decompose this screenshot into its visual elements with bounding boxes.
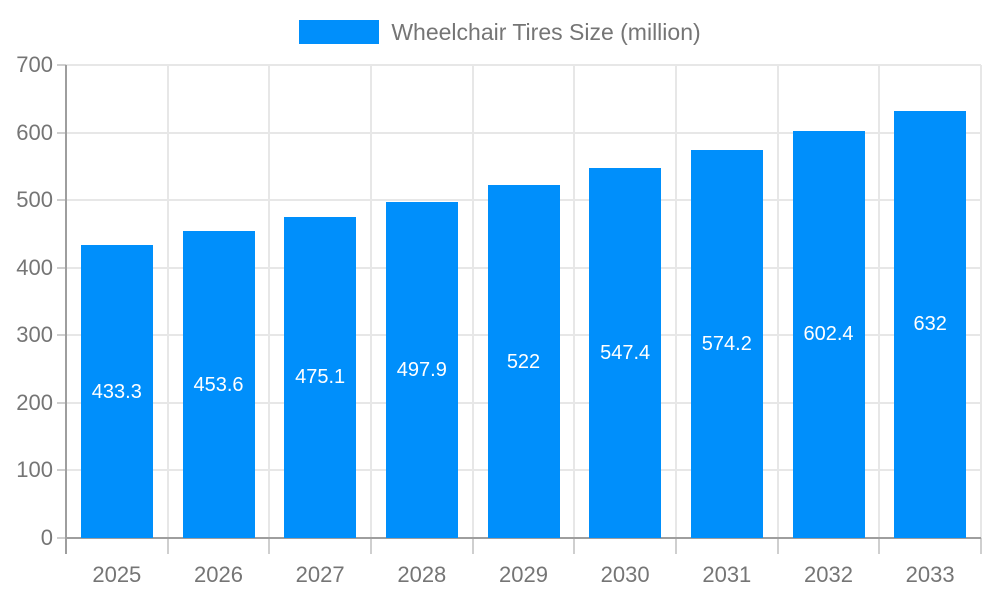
y-axis-tick [57, 334, 66, 337]
x-gridline [878, 65, 881, 538]
bar[interactable] [385, 201, 458, 538]
y-axis-tick [57, 401, 66, 404]
x-axis-label: 2032 [804, 562, 853, 587]
x-gridline [370, 65, 372, 538]
y-axis-label: 100 [16, 457, 53, 483]
legend[interactable]: Wheelchair Tires Size (million) [0, 14, 1000, 50]
x-axis-tick [675, 538, 677, 554]
y-axis-label: 700 [16, 52, 53, 77]
bar[interactable] [589, 168, 662, 538]
bar[interactable] [80, 245, 153, 538]
bar-value-label: 497.9 [396, 358, 447, 381]
x-gridline [573, 65, 576, 538]
bar-value-label: 602.4 [803, 323, 854, 346]
x-axis-tick [166, 538, 169, 554]
x-axis-label: 2028 [397, 562, 447, 587]
x-gridline [675, 65, 677, 538]
y-axis-line [65, 65, 67, 554]
bar[interactable] [792, 130, 865, 538]
y-axis-label: 500 [16, 187, 53, 213]
bar[interactable] [690, 150, 763, 538]
x-gridline [166, 65, 169, 538]
x-axis-label: 2031 [702, 562, 752, 587]
x-gridline [776, 65, 779, 538]
bar[interactable] [487, 185, 560, 538]
y-axis-tick [57, 266, 66, 269]
x-axis-tick [980, 538, 982, 554]
y-axis-label: 200 [16, 389, 53, 415]
y-gridline [66, 64, 981, 66]
bar[interactable] [182, 231, 255, 538]
legend-label: Wheelchair Tires Size (million) [391, 19, 701, 45]
x-gridline [471, 65, 474, 538]
y-gridline [66, 131, 981, 134]
y-axis-tick [57, 131, 66, 134]
bar-value-label: 547.4 [600, 342, 651, 365]
x-axis-tick [370, 538, 372, 554]
x-axis-label: 2025 [92, 562, 142, 587]
bar-value-label: 475.1 [295, 366, 346, 389]
legend-swatch [299, 20, 380, 44]
x-axis-tick [573, 538, 576, 554]
x-axis-label: 2026 [194, 562, 243, 587]
x-axis-tick [776, 538, 779, 554]
bar-value-label: 522 [506, 350, 541, 373]
bar-value-label: 433.3 [91, 380, 142, 403]
bar[interactable] [284, 216, 357, 538]
y-axis-tick [57, 199, 66, 202]
x-axis-label: 2030 [600, 562, 650, 587]
x-axis-label: 2033 [905, 562, 955, 587]
x-axis-tick [268, 538, 271, 554]
x-axis-label: 2027 [295, 562, 345, 587]
y-axis-tick [57, 64, 66, 66]
y-axis-label: 0 [40, 525, 53, 550]
x-axis-line [66, 537, 981, 539]
y-axis-label: 300 [16, 322, 53, 348]
y-axis-label: 400 [16, 254, 53, 280]
x-gridline [980, 65, 982, 538]
y-axis-tick [57, 537, 66, 539]
x-axis-label: 2029 [499, 562, 548, 587]
x-axis-tick [471, 538, 474, 554]
bar-value-label: 574.2 [701, 333, 752, 355]
y-axis-tick [57, 469, 66, 472]
y-axis-label: 600 [16, 119, 53, 145]
x-gridline [268, 65, 271, 538]
bar-value-label: 632 [913, 313, 947, 336]
x-axis-tick [878, 538, 881, 554]
bar[interactable] [894, 110, 967, 538]
bar-value-label: 453.6 [193, 373, 244, 396]
